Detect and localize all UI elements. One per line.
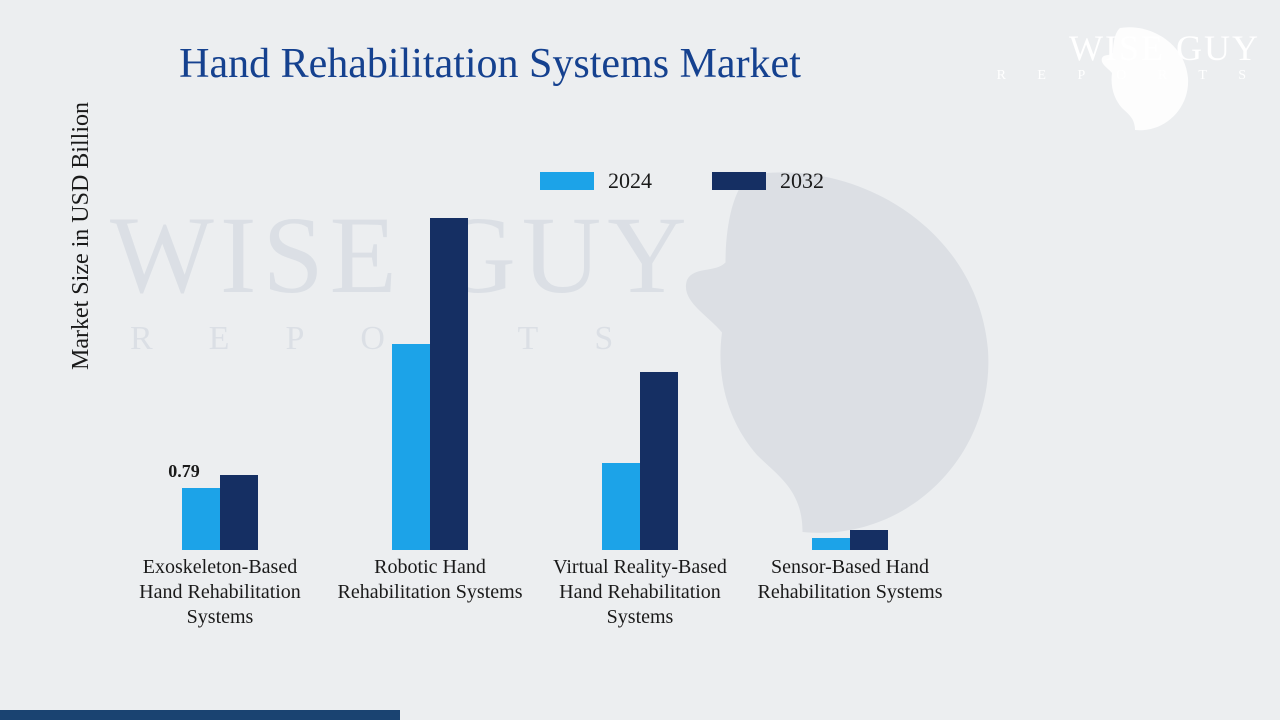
- chart-plot-area: 0.79: [120, 210, 940, 550]
- x-axis-label: Virtual Reality-Based Hand Rehabilitatio…: [540, 555, 740, 630]
- x-axis-label: Sensor-Based Hand Rehabilitation Systems: [750, 555, 950, 605]
- bar: [640, 372, 678, 550]
- bar-group: 0.79: [120, 475, 320, 550]
- brand-logo: WISE GUY R E P O R T S: [997, 30, 1260, 85]
- bar: [392, 344, 430, 550]
- x-axis-label: Robotic Hand Rehabilitation Systems: [330, 555, 530, 605]
- brand-line1: WISE GUY: [997, 30, 1260, 66]
- bar-group: [540, 372, 740, 550]
- legend-swatch-2032: [712, 172, 766, 190]
- bar: [850, 530, 888, 550]
- y-axis-label: Market Size in USD Billion: [68, 102, 95, 370]
- bar: [430, 218, 468, 550]
- bar: [602, 463, 640, 550]
- legend-label-2024: 2024: [608, 168, 652, 194]
- title-wrap: Hand Rehabilitation Systems Market: [60, 40, 920, 88]
- brand-line2: R E P O R T S: [997, 68, 1260, 85]
- page-title: Hand Rehabilitation Systems Market: [60, 40, 920, 88]
- bottom-accent-bar: [0, 710, 400, 720]
- bar-value-label: 0.79: [154, 461, 214, 482]
- bar-group: [750, 530, 950, 550]
- bar: [220, 475, 258, 550]
- legend: 2024 2032: [540, 168, 824, 194]
- bar: [182, 488, 220, 550]
- right-brand-panel: WISE GUY R E P O R T S: [960, 0, 1280, 720]
- legend-item-2032: 2032: [712, 168, 824, 194]
- bar: [812, 538, 850, 550]
- bar-group: [330, 218, 530, 550]
- legend-label-2032: 2032: [780, 168, 824, 194]
- legend-swatch-2024: [540, 172, 594, 190]
- stage: WISE GUY R E P O R T S Hand Rehabilitati…: [0, 0, 1280, 720]
- x-axis-label: Exoskeleton-Based Hand Rehabilitation Sy…: [120, 555, 320, 630]
- legend-item-2024: 2024: [540, 168, 652, 194]
